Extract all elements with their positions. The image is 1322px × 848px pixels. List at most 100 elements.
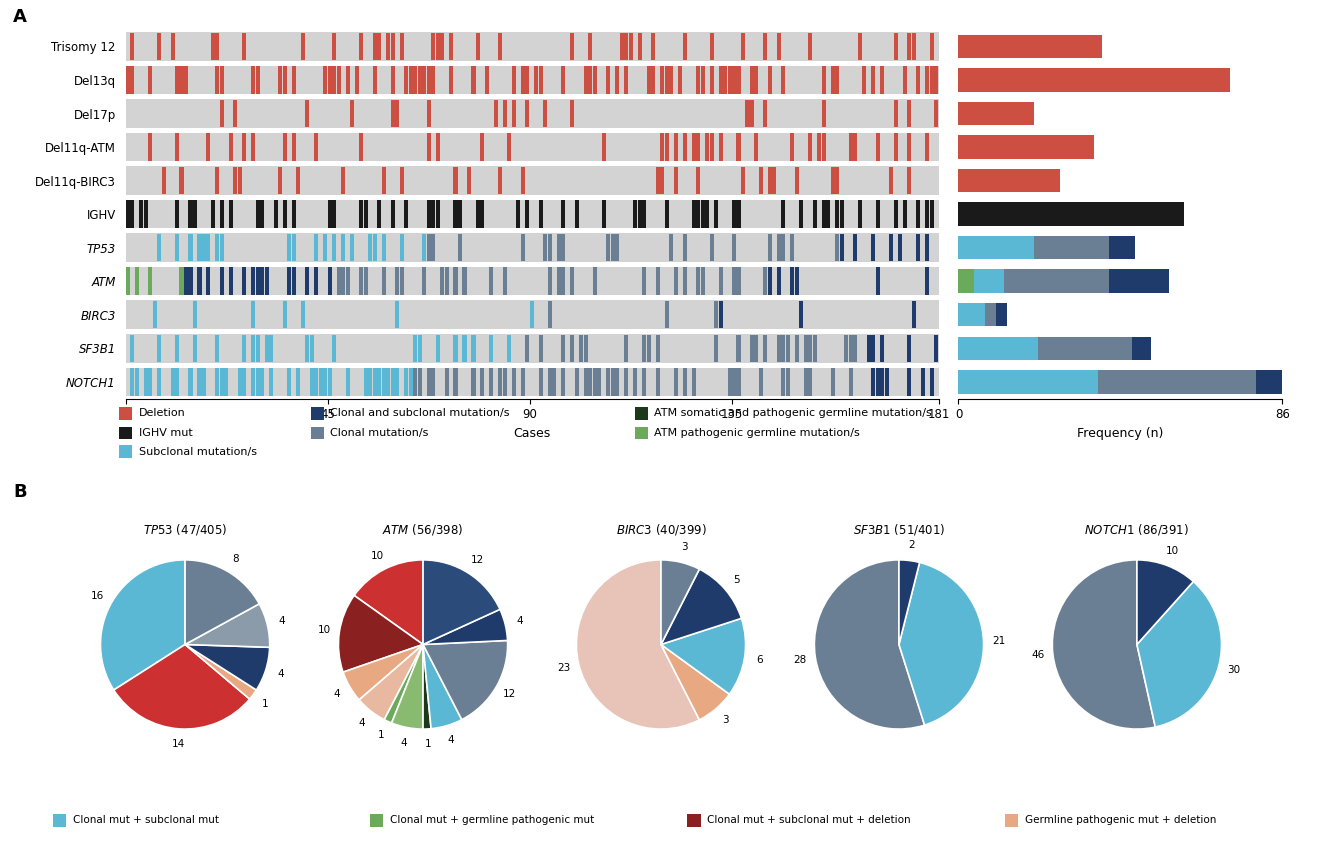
Bar [822,200,826,228]
Bar [360,200,364,228]
Bar [763,100,768,127]
Bar [674,368,678,395]
Bar [736,133,740,161]
Bar [242,33,246,60]
Bar [444,267,448,295]
Bar [405,200,408,228]
Bar [412,368,418,395]
Bar [562,368,566,395]
Text: 14: 14 [172,739,185,749]
Bar [427,100,431,127]
Bar [435,334,440,362]
Bar [225,368,229,395]
Bar [457,200,461,228]
Bar [521,234,525,261]
Bar [853,234,857,261]
Bar [853,334,857,362]
Bar [985,303,995,326]
Bar [382,167,386,194]
Bar [682,234,686,261]
Bar [646,66,650,94]
Bar [399,234,403,261]
Bar [736,334,740,362]
Bar [219,200,223,228]
Bar [701,66,705,94]
Bar [543,234,547,261]
Bar [642,368,646,395]
Bar [260,200,264,228]
Bar [562,200,566,228]
Text: 23: 23 [558,663,571,672]
Bar [219,66,223,94]
Bar [682,133,686,161]
Bar [502,267,506,295]
Bar [1097,370,1256,393]
Bar [498,33,502,60]
Bar [521,66,525,94]
Bar [817,133,821,161]
Bar [929,66,933,94]
Bar [431,368,435,395]
Text: Clonal mut + subclonal mut + deletion: Clonal mut + subclonal mut + deletion [707,816,911,825]
Bar [328,368,332,395]
Text: 4: 4 [279,616,286,627]
Bar [453,200,457,228]
Bar [512,66,516,94]
Bar [925,133,929,161]
Bar [958,337,1038,360]
Bar [508,334,512,362]
Bar [324,66,328,94]
Bar [890,234,894,261]
Bar [890,167,894,194]
Bar [656,167,660,194]
Bar [727,66,731,94]
Bar [229,267,233,295]
Bar [382,267,386,295]
Bar [916,66,920,94]
Bar [202,368,206,395]
Wedge shape [423,644,461,728]
Bar [534,66,538,94]
Bar [157,334,161,362]
Bar [763,33,768,60]
Bar [607,234,611,261]
Bar [858,200,862,228]
Bar [337,267,341,295]
Bar [530,301,534,328]
Bar [736,200,740,228]
Bar [489,368,493,395]
Bar [665,133,669,161]
Bar [912,301,916,328]
Bar [575,368,579,395]
Bar [740,167,746,194]
Bar [521,368,525,395]
Wedge shape [1052,560,1155,729]
Bar [126,99,939,128]
Bar [633,368,637,395]
Bar [279,167,283,194]
Text: 1: 1 [424,739,431,749]
Bar [256,334,260,362]
Bar [260,267,264,295]
Text: 2: 2 [908,540,915,550]
Bar [669,234,673,261]
Bar [575,200,579,228]
Bar [139,200,143,228]
Bar [836,234,839,261]
Bar [345,267,350,295]
Bar [907,334,911,362]
Bar [652,33,656,60]
Title: $\it{TP53}$ (47/405): $\it{TP53}$ (47/405) [143,522,227,537]
Wedge shape [423,610,508,644]
Bar [251,368,255,395]
Text: B: B [13,483,26,501]
Bar [212,200,215,228]
Bar [813,200,817,228]
Bar [251,301,255,328]
Text: 16: 16 [91,592,104,601]
Bar [637,200,641,228]
Bar [440,267,444,295]
Bar [431,200,435,228]
Bar [830,368,836,395]
Bar [836,200,839,228]
